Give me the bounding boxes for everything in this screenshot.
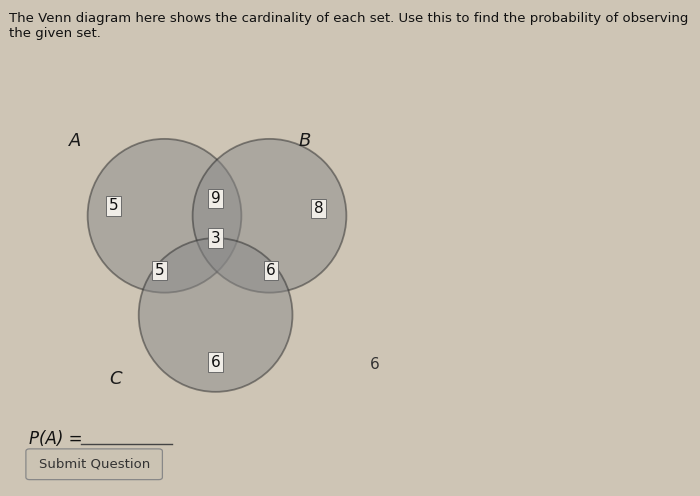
Text: C: C	[109, 371, 122, 388]
Ellipse shape	[139, 238, 293, 392]
Text: 8: 8	[314, 201, 323, 216]
Text: Submit Question: Submit Question	[38, 458, 150, 471]
Text: B: B	[298, 132, 311, 150]
Text: 5: 5	[108, 198, 118, 213]
Text: 6: 6	[370, 357, 379, 372]
Text: 6: 6	[211, 355, 220, 370]
Text: the given set.: the given set.	[9, 27, 101, 40]
Text: The Venn diagram here shows the cardinality of each set. Use this to find the pr: The Venn diagram here shows the cardinal…	[9, 12, 689, 25]
Text: P(A) =: P(A) =	[29, 430, 83, 448]
Ellipse shape	[88, 139, 241, 293]
Text: A: A	[69, 132, 82, 150]
Ellipse shape	[193, 139, 346, 293]
Text: 6: 6	[266, 263, 276, 278]
Text: 9: 9	[211, 191, 220, 206]
Text: 3: 3	[211, 231, 220, 246]
FancyBboxPatch shape	[26, 449, 162, 480]
Text: 5: 5	[155, 263, 164, 278]
